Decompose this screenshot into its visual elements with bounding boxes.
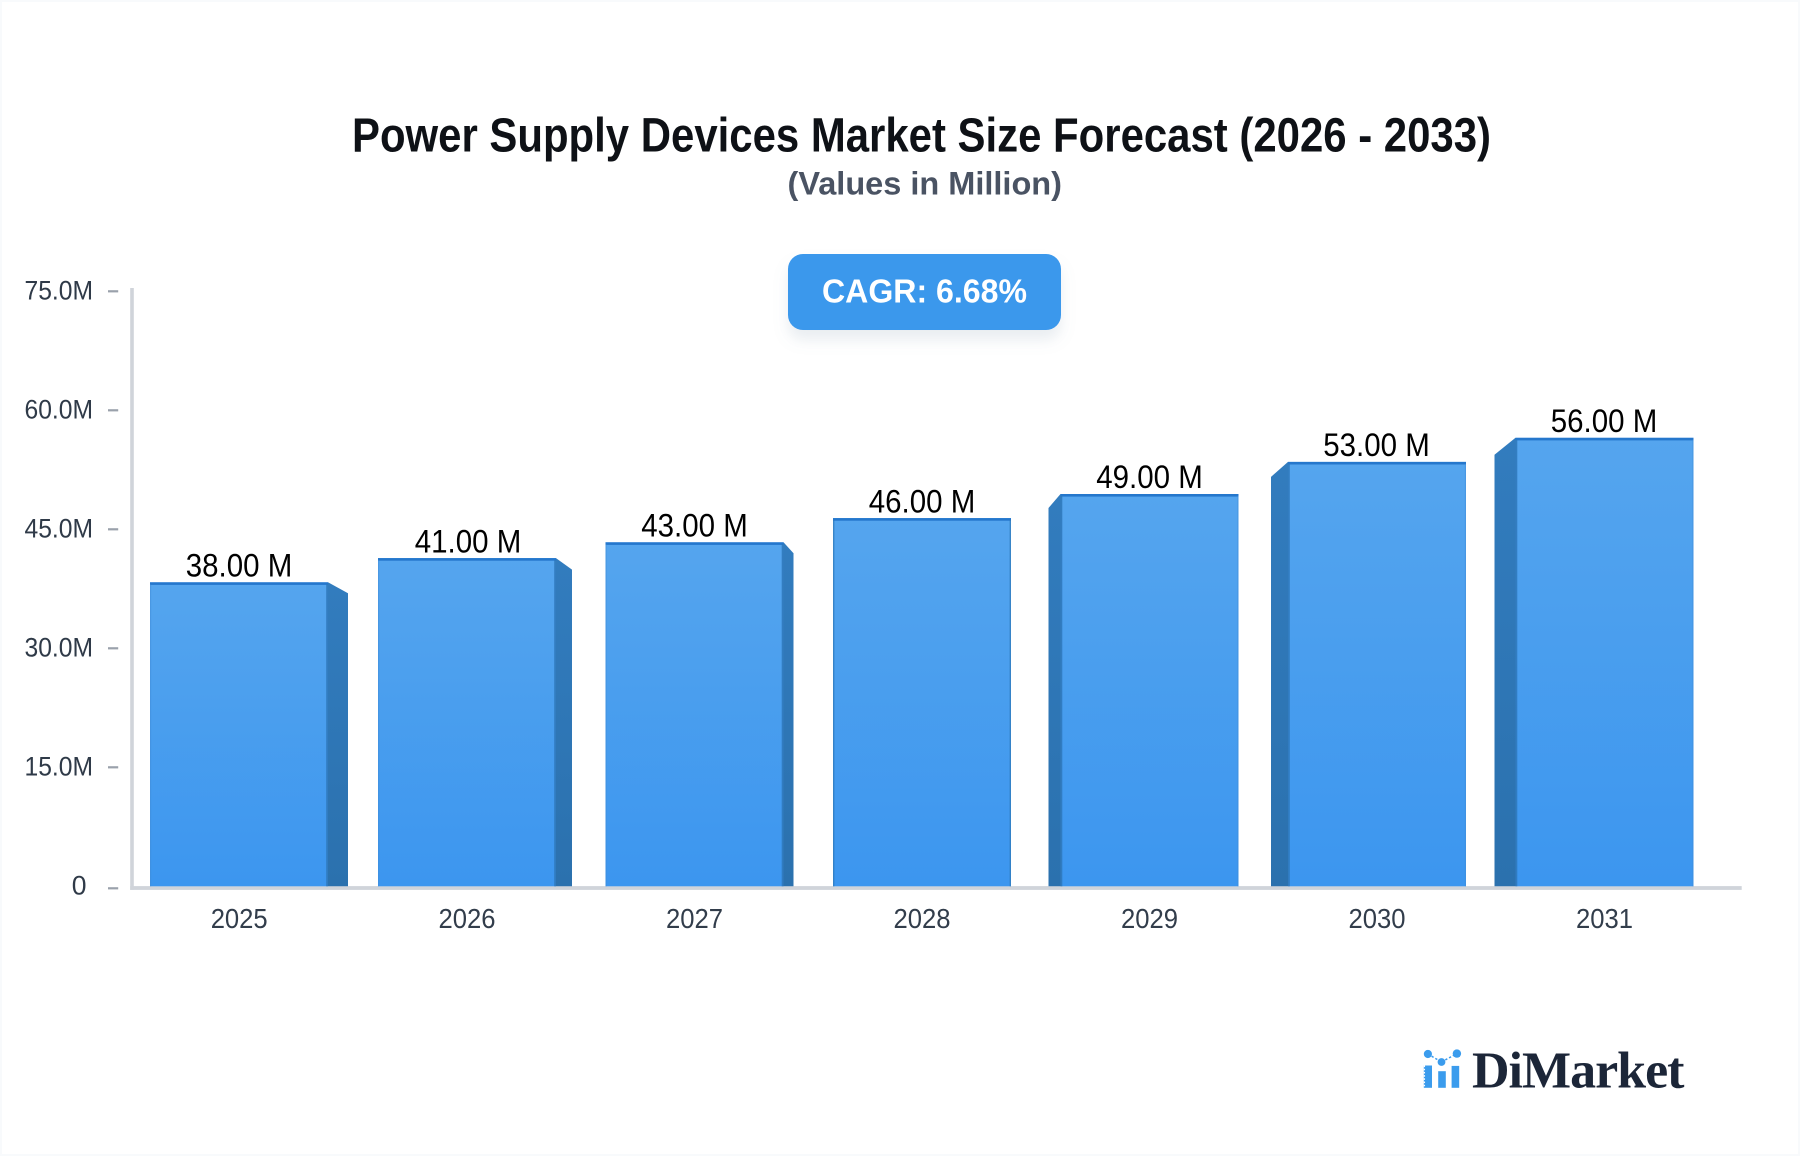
svg-text:43.00 M: 43.00 M: [641, 508, 748, 544]
svg-text:45.0M: 45.0M: [25, 513, 94, 543]
svg-text:(Values in Million): (Values in Million): [788, 166, 1063, 202]
svg-text:46.00 M: 46.00 M: [869, 483, 976, 519]
svg-text:38.00 M: 38.00 M: [186, 548, 293, 584]
svg-text:DiMarket: DiMarket: [1472, 1043, 1685, 1100]
svg-text:53.00 M: 53.00 M: [1323, 427, 1430, 463]
svg-text:30.0M: 30.0M: [25, 632, 94, 662]
svg-text:2030: 2030: [1349, 903, 1406, 934]
svg-text:2026: 2026: [439, 903, 496, 934]
svg-text:56.00 M: 56.00 M: [1551, 403, 1658, 439]
svg-text:CAGR: 6.68%: CAGR: 6.68%: [822, 273, 1027, 310]
svg-text:49.00 M: 49.00 M: [1096, 459, 1203, 495]
svg-text:Power Supply Devices Market Si: Power Supply Devices Market Size Forecas…: [352, 110, 1491, 163]
svg-text:2028: 2028: [894, 903, 951, 934]
svg-text:0: 0: [72, 871, 87, 901]
svg-text:60.0M: 60.0M: [25, 394, 94, 424]
svg-text:2025: 2025: [211, 903, 268, 934]
svg-text:2029: 2029: [1121, 903, 1178, 934]
svg-text:75.0M: 75.0M: [25, 275, 94, 305]
svg-text:15.0M: 15.0M: [25, 751, 94, 781]
svg-text:2031: 2031: [1576, 903, 1633, 934]
svg-text:2027: 2027: [666, 903, 723, 934]
svg-text:41.00 M: 41.00 M: [415, 523, 522, 559]
